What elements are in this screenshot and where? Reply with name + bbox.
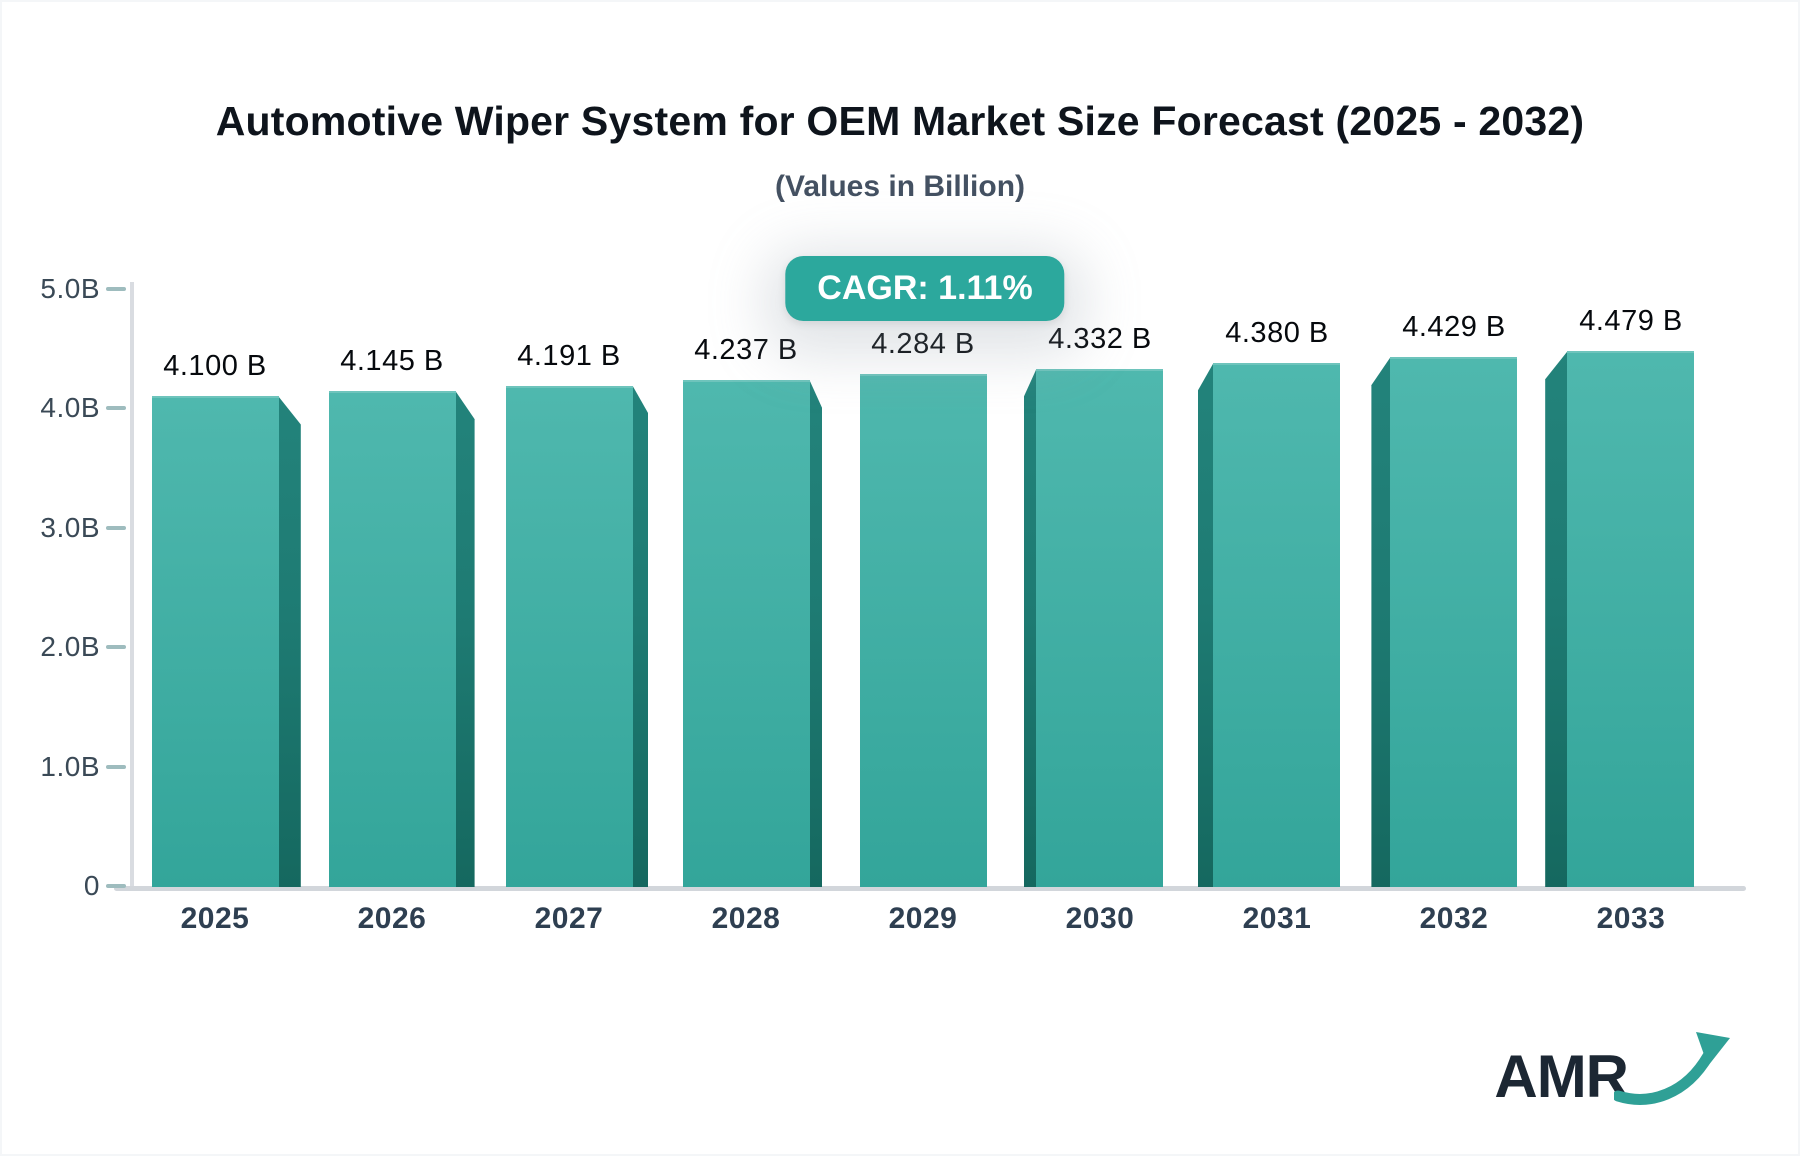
y-tick-dash — [106, 287, 126, 291]
bar-side-bevel — [632, 385, 649, 887]
y-tick-label-2.0B: 2.0B — [40, 631, 100, 663]
x-tick-label-2026: 2026 — [357, 902, 427, 935]
bar-2028[interactable]: 4.237 B — [682, 334, 823, 887]
bar-side-bevel — [278, 396, 301, 887]
y-tick-dash — [106, 645, 126, 650]
chart-subtitle: (Values in Billion) — [774, 170, 1026, 203]
x-tick-label-2032: 2032 — [1419, 902, 1489, 935]
bar-face — [505, 385, 633, 887]
bar-side-bevel — [455, 391, 475, 887]
bar-side-bevel — [809, 380, 823, 887]
bar-face — [682, 380, 810, 887]
x-tick-label-2028: 2028 — [711, 902, 781, 935]
bar-value-label: 4.332 B — [1048, 322, 1152, 355]
y-tick-dash — [106, 406, 126, 411]
bar-face — [859, 374, 987, 887]
bar-side-bevel — [1197, 363, 1214, 887]
bar-side-bevel — [1371, 357, 1391, 887]
bar-2025[interactable]: 4.100 B — [151, 350, 301, 887]
bar-face — [1213, 363, 1341, 887]
bar-face — [1036, 368, 1164, 887]
y-tick-dash — [106, 525, 126, 530]
bar-2031[interactable]: 4.380 B — [1197, 317, 1341, 887]
bar-value-label: 4.100 B — [163, 350, 267, 383]
bar-value-label: 4.191 B — [517, 339, 621, 372]
chart-title: Automotive Wiper System for OEM Market S… — [215, 98, 1585, 144]
x-tick-label-2030: 2030 — [1065, 902, 1135, 935]
cagr-badge: CAGR: 1.11% — [785, 256, 1065, 321]
x-tick-label-2033: 2033 — [1596, 902, 1666, 935]
bar-2026[interactable]: 4.145 B — [328, 345, 475, 887]
bar-2032[interactable]: 4.429 B — [1371, 311, 1518, 887]
growth-arrow-icon — [1614, 1032, 1730, 1105]
x-tick-label-2025: 2025 — [180, 902, 250, 935]
bar-face — [1390, 357, 1518, 887]
y-tick-label-5.0B: 5.0B — [40, 273, 100, 304]
bar-face — [328, 391, 456, 887]
y-tick-dash — [106, 764, 126, 769]
bar-value-label: 4.429 B — [1402, 311, 1506, 344]
bar-face — [151, 396, 279, 887]
bar-value-label: 4.237 B — [694, 334, 798, 367]
y-tick-label-1.0B: 1.0B — [40, 750, 100, 782]
x-tick-label-2029: 2029 — [888, 902, 958, 935]
bar-value-label: 4.479 B — [1579, 305, 1683, 338]
y-axis-line — [130, 282, 134, 887]
bar-2029[interactable]: 4.284 B — [859, 328, 987, 887]
x-axis-baseline — [114, 886, 1746, 891]
bar-value-label: 4.145 B — [340, 345, 444, 378]
x-tick-label-2027: 2027 — [534, 902, 604, 935]
y-tick-label-4.0B: 4.0B — [40, 392, 100, 424]
bar-2030[interactable]: 4.332 B — [1023, 323, 1164, 887]
y-tick-dash — [106, 884, 126, 888]
bar-side-bevel — [1545, 351, 1568, 887]
bar-face — [1567, 351, 1695, 887]
bar-value-label: 4.380 B — [1225, 317, 1329, 350]
y-tick-label-3.0B: 3.0B — [40, 511, 100, 543]
bar-2033[interactable]: 4.479 B — [1545, 305, 1695, 887]
x-tick-label-2031: 2031 — [1242, 902, 1312, 935]
brand-logo: AMR — [1494, 1022, 1732, 1108]
y-tick-label-0: 0 — [83, 870, 100, 901]
bar-side-bevel — [1023, 368, 1037, 887]
bar-value-label: 4.284 B — [871, 328, 975, 361]
brand-logo-text: AMR — [1494, 1043, 1629, 1110]
bar-2027[interactable]: 4.191 B — [505, 340, 649, 887]
